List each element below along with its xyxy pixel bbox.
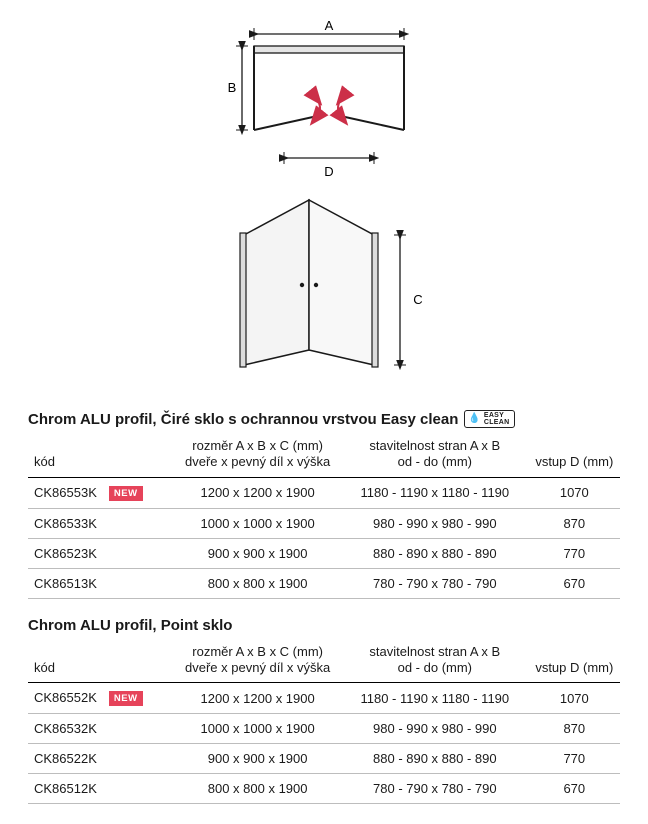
cell-adj: 1180 - 1190 x 1180 - 1190 bbox=[341, 683, 529, 714]
cell-dim: 900 x 900 x 1900 bbox=[174, 744, 341, 774]
table1-title-text: Chrom ALU profil, Čiré sklo s ochrannou … bbox=[28, 411, 458, 428]
drop-icon: 💧 bbox=[468, 414, 480, 424]
cell-kod: CK86552KNEW bbox=[28, 683, 174, 714]
cell-vstup: 670 bbox=[529, 774, 620, 804]
diagram-area: A B D bbox=[28, 20, 620, 380]
label-C: C bbox=[413, 292, 422, 307]
col-adj: stavitelnost stran A x B od - do (mm) bbox=[341, 434, 529, 477]
table-row: CK86553KNEW1200 x 1200 x 19001180 - 1190… bbox=[28, 477, 620, 508]
table1-title: Chrom ALU profil, Čiré sklo s ochrannou … bbox=[28, 410, 620, 428]
cell-vstup: 1070 bbox=[529, 477, 620, 508]
new-badge: NEW bbox=[109, 691, 143, 706]
cell-vstup: 1070 bbox=[529, 683, 620, 714]
table-row: CK86533K1000 x 1000 x 1900980 - 990 x 98… bbox=[28, 508, 620, 538]
label-A: A bbox=[325, 20, 334, 33]
cell-dim: 800 x 800 x 1900 bbox=[174, 568, 341, 598]
col-vstup: vstup D (mm) bbox=[529, 434, 620, 477]
cell-vstup: 870 bbox=[529, 508, 620, 538]
table-row: CK86523K900 x 900 x 1900880 - 890 x 880 … bbox=[28, 538, 620, 568]
cell-dim: 1200 x 1200 x 1900 bbox=[174, 683, 341, 714]
cell-kod: CK86513K bbox=[28, 568, 174, 598]
col-adj: stavitelnost stran A x B od - do (mm) bbox=[341, 640, 529, 683]
table-row: CK86532K1000 x 1000 x 1900980 - 990 x 98… bbox=[28, 714, 620, 744]
cell-vstup: 670 bbox=[529, 568, 620, 598]
spec-table-1: kód rozměr A x B x C (mm) dveře x pevný … bbox=[28, 434, 620, 599]
cell-dim: 800 x 800 x 1900 bbox=[174, 774, 341, 804]
spec-table-2: kód rozměr A x B x C (mm) dveře x pevný … bbox=[28, 640, 620, 805]
col-kod: kód bbox=[28, 434, 174, 477]
cell-dim: 900 x 900 x 1900 bbox=[174, 538, 341, 568]
cell-kod: CK86522K bbox=[28, 744, 174, 774]
label-B: B bbox=[228, 80, 237, 95]
label-D: D bbox=[324, 164, 333, 179]
cell-adj: 880 - 890 x 880 - 890 bbox=[341, 744, 529, 774]
table-row: CK86552KNEW1200 x 1200 x 19001180 - 1190… bbox=[28, 683, 620, 714]
cell-kod: CK86532K bbox=[28, 714, 174, 744]
new-badge: NEW bbox=[109, 486, 143, 501]
table-row: CK86522K900 x 900 x 1900880 - 890 x 880 … bbox=[28, 744, 620, 774]
diagram-bottom: C bbox=[204, 190, 444, 380]
cell-adj: 980 - 990 x 980 - 990 bbox=[341, 508, 529, 538]
col-dim: rozměr A x B x C (mm) dveře x pevný díl … bbox=[174, 434, 341, 477]
cell-adj: 880 - 890 x 880 - 890 bbox=[341, 538, 529, 568]
col-vstup: vstup D (mm) bbox=[529, 640, 620, 683]
cell-adj: 1180 - 1190 x 1180 - 1190 bbox=[341, 477, 529, 508]
table2-title: Chrom ALU profil, Point sklo bbox=[28, 617, 620, 634]
table-row: CK86513K800 x 800 x 1900780 - 790 x 780 … bbox=[28, 568, 620, 598]
cell-kod: CK86512K bbox=[28, 774, 174, 804]
col-kod: kód bbox=[28, 640, 174, 683]
cell-adj: 980 - 990 x 980 - 990 bbox=[341, 714, 529, 744]
cell-kod: CK86553KNEW bbox=[28, 477, 174, 508]
table2-title-text: Chrom ALU profil, Point sklo bbox=[28, 617, 232, 634]
cell-dim: 1000 x 1000 x 1900 bbox=[174, 508, 341, 538]
cell-dim: 1200 x 1200 x 1900 bbox=[174, 477, 341, 508]
cell-vstup: 770 bbox=[529, 744, 620, 774]
cell-dim: 1000 x 1000 x 1900 bbox=[174, 714, 341, 744]
cell-vstup: 870 bbox=[529, 714, 620, 744]
col-dim: rozměr A x B x C (mm) dveře x pevný díl … bbox=[174, 640, 341, 683]
cell-vstup: 770 bbox=[529, 538, 620, 568]
cell-adj: 780 - 790 x 780 - 790 bbox=[341, 774, 529, 804]
table2-body: CK86552KNEW1200 x 1200 x 19001180 - 1190… bbox=[28, 683, 620, 804]
diagram-top: A B D bbox=[204, 20, 444, 180]
table-row: CK86512K800 x 800 x 1900780 - 790 x 780 … bbox=[28, 774, 620, 804]
cell-kod: CK86523K bbox=[28, 538, 174, 568]
cell-adj: 780 - 790 x 780 - 790 bbox=[341, 568, 529, 598]
easy-clean-badge: 💧 EASY CLEAN bbox=[464, 410, 515, 428]
table1-body: CK86553KNEW1200 x 1200 x 19001180 - 1190… bbox=[28, 477, 620, 598]
cell-kod: CK86533K bbox=[28, 508, 174, 538]
